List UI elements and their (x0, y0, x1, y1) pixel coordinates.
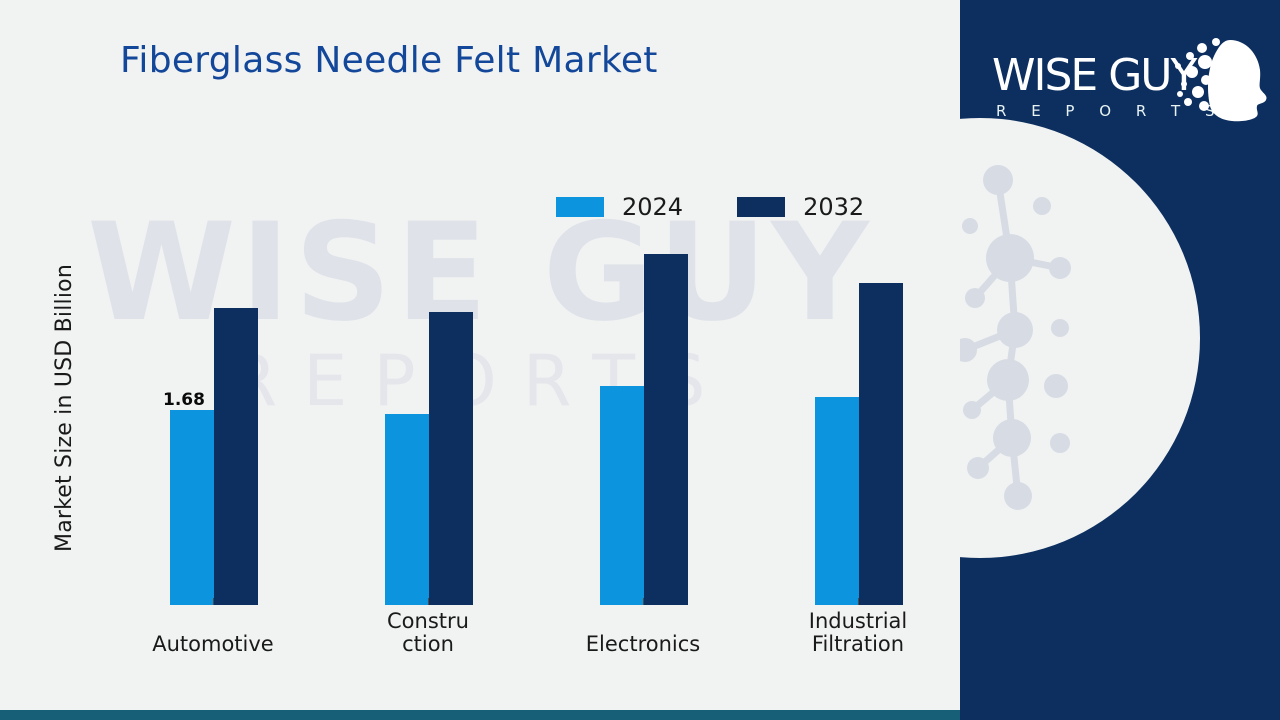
legend-item-2032[interactable]: 2032 (737, 193, 864, 221)
molecule-dots-pattern-icon (960, 165, 1071, 510)
chart-panel: WISE GUY REPORTS Fiberglass Needle Felt … (0, 40, 960, 720)
head-profile-icon (1175, 38, 1267, 122)
bar-2024-construction[interactable] (385, 414, 429, 605)
brand-logo-wordmark: WISE GUY (992, 50, 1197, 101)
legend-item-2024[interactable]: 2024 (556, 193, 683, 221)
bar-2024-automotive[interactable] (170, 410, 214, 605)
bar-value-label-automotive-2024: 1.68 (163, 390, 205, 410)
category-label-automotive: Automotive (152, 632, 274, 657)
bottom-accent-strip (0, 710, 960, 720)
chart-legend: 2024 2032 (556, 193, 864, 221)
category-label-electronics: Electronics (585, 632, 701, 657)
bar-2024-industrial-filtration[interactable] (815, 397, 859, 605)
brand-logo[interactable]: WISE GUY R E P O R T S (974, 26, 1274, 126)
legend-label-2032: 2032 (803, 193, 865, 221)
bar-2032-industrial-filtration[interactable] (859, 283, 903, 605)
legend-swatch-2024 (556, 197, 604, 217)
legend-label-2024: 2024 (622, 193, 684, 221)
category-label-industrial-filtration: Industrial Filtration (808, 608, 908, 657)
plot-area: 1.68 Automotive Constru ction Electronics… (152, 254, 908, 657)
bar-2024-electronics[interactable] (600, 386, 644, 605)
brand-panel: WISE GUY R E P O R T S (960, 0, 1280, 720)
y-axis-title: Market Size in USD Billion (52, 264, 77, 552)
bar-2032-electronics[interactable] (644, 254, 688, 605)
legend-swatch-2032 (737, 197, 786, 217)
axis-tick-industrial-filtration (858, 598, 859, 605)
axis-tick-construction (428, 598, 429, 605)
axis-tick-electronics (643, 598, 644, 605)
brand-logo-subtext: R E P O R T S (996, 102, 1225, 120)
chart-title: Fiberglass Needle Felt Market (120, 40, 658, 81)
axis-tick-automotive (213, 598, 214, 605)
bar-2032-construction[interactable] (429, 312, 473, 605)
bar-2032-automotive[interactable] (214, 308, 258, 605)
category-label-construction: Constru ction (387, 608, 469, 657)
